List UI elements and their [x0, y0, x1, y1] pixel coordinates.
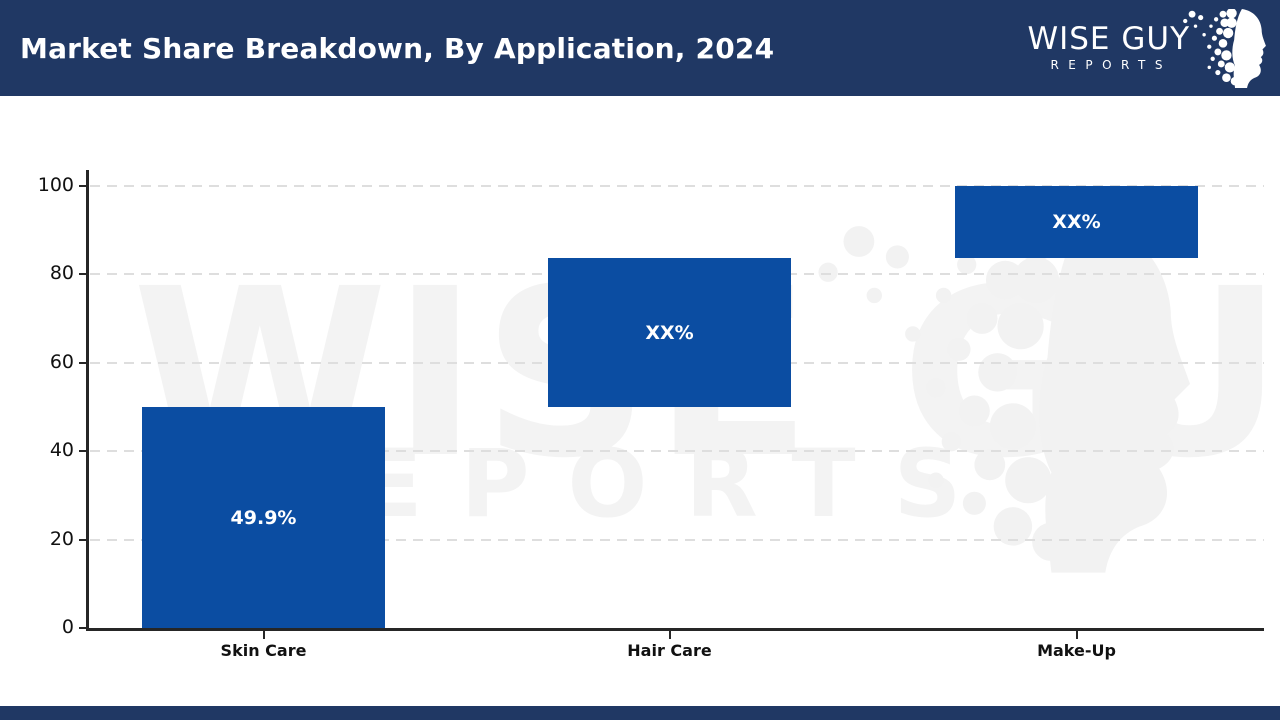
page-title: Market Share Breakdown, By Application, …	[20, 31, 775, 65]
header: Market Share Breakdown, By Application, …	[0, 0, 1280, 96]
y-axis-tick	[79, 627, 88, 629]
bar-value-label: 49.9%	[230, 506, 297, 529]
x-tick-label: Make-Up	[1037, 641, 1116, 660]
x-tick-label: Hair Care	[627, 641, 712, 660]
bar: XX%	[548, 258, 791, 408]
x-tick-label: Skin Care	[220, 641, 307, 660]
y-axis-tick	[79, 361, 88, 364]
y-tick-label: 0	[61, 616, 74, 638]
logo-name-text: WISE GUY	[1027, 21, 1190, 57]
footer-bar	[0, 706, 1280, 720]
gridline	[90, 538, 1264, 541]
y-axis-tick	[79, 538, 88, 541]
logo-reports-text: REPORTS	[1050, 58, 1172, 72]
logo-wordmark: WISE GUY REPORTS	[1027, 21, 1190, 73]
wiseguy-logo: WISE GUY REPORTS	[1027, 8, 1266, 88]
x-axis-tick	[262, 631, 265, 639]
y-tick-label: 60	[49, 350, 74, 373]
y-tick-label: 80	[49, 262, 74, 285]
bar: XX%	[955, 186, 1198, 259]
x-axis-tick	[1075, 631, 1078, 639]
y-axis	[86, 170, 89, 631]
x-axis-tick	[668, 631, 671, 639]
y-tick-label: 20	[49, 527, 74, 550]
x-axis	[86, 628, 1264, 631]
bar-value-label: XX%	[1052, 211, 1101, 234]
bar-value-label: XX%	[645, 321, 694, 344]
bar: 49.9%	[142, 407, 385, 628]
gridline	[90, 450, 1264, 453]
y-tick-label: 40	[49, 439, 74, 462]
logo-face-profile-icon	[1183, 8, 1266, 88]
y-axis-tick	[79, 185, 88, 187]
y-axis-tick	[79, 450, 88, 453]
y-tick-label: 100	[37, 174, 74, 196]
y-axis-tick	[79, 273, 88, 276]
gridline	[90, 185, 1264, 187]
